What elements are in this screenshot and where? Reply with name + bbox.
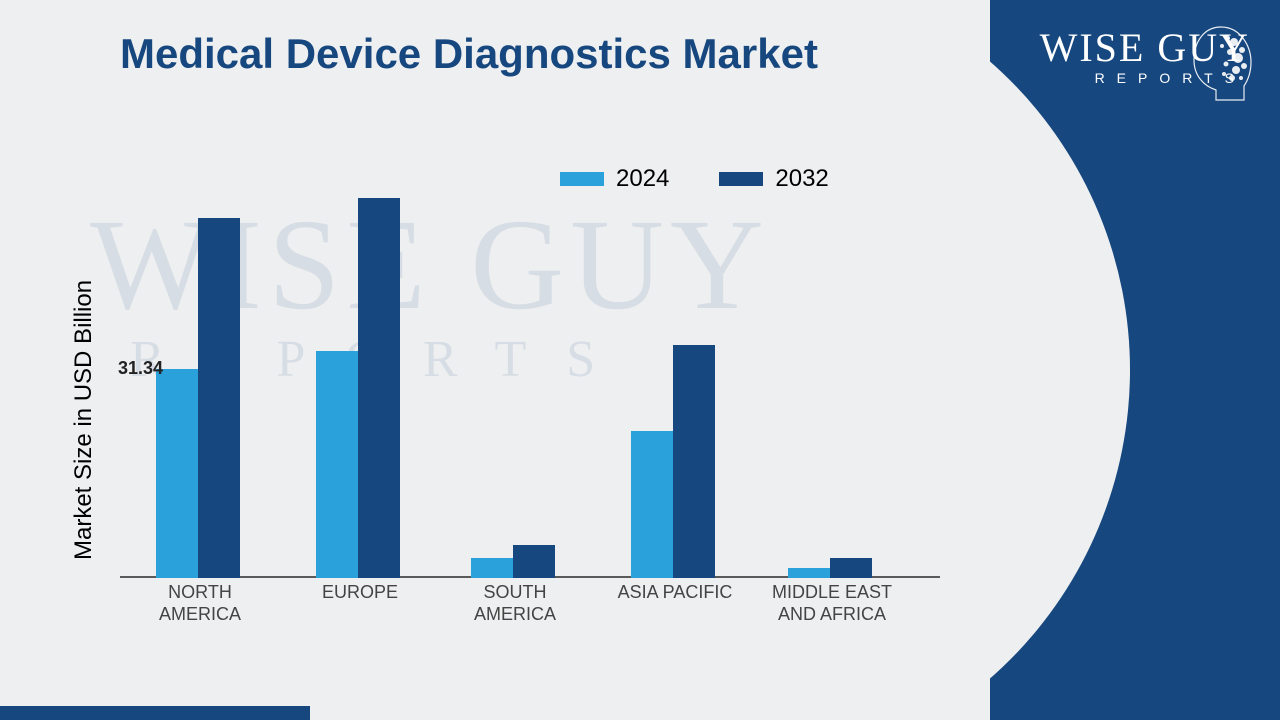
cat-2: SOUTH AMERICA xyxy=(445,582,585,625)
chart-title: Medical Device Diagnostics Market xyxy=(120,30,818,78)
cat-1: EUROPE xyxy=(290,582,430,604)
cat-3: ASIA PACIFIC xyxy=(605,582,745,604)
bar-3-b xyxy=(673,345,715,578)
legend-label-2024: 2024 xyxy=(616,165,669,193)
legend: 2024 2032 xyxy=(560,165,829,193)
chart-canvas: WISE GUY REPORTS Medical Device Diagnost… xyxy=(0,0,1280,720)
bar-3-a xyxy=(631,431,673,578)
legend-item-2024: 2024 xyxy=(560,165,669,193)
legend-item-2032: 2032 xyxy=(719,165,828,193)
bar-2-a xyxy=(471,558,513,578)
brand-logo: WISE GUY REPORTS xyxy=(1040,28,1250,86)
watermark-sub: REPORTS xyxy=(130,330,960,389)
bar-2-b xyxy=(513,545,555,578)
legend-swatch-2024 xyxy=(560,172,604,186)
legend-label-2032: 2032 xyxy=(775,165,828,193)
bar-4-a xyxy=(788,568,830,578)
bar-0-a xyxy=(156,369,198,578)
y-axis-label: Market Size in USD Billion xyxy=(70,280,98,560)
bar-1-a xyxy=(316,351,358,578)
bar-4-b xyxy=(830,558,872,578)
cat-0: NORTH AMERICA xyxy=(130,582,270,625)
bar-annotation-0: 31.34 xyxy=(118,358,163,379)
legend-swatch-2032 xyxy=(719,172,763,186)
bar-0-b xyxy=(198,218,240,578)
brand-head-icon xyxy=(1186,22,1256,102)
cat-4: MIDDLE EAST AND AFRICA xyxy=(762,582,902,625)
footer-accent xyxy=(0,706,310,720)
bar-1-b xyxy=(358,198,400,578)
